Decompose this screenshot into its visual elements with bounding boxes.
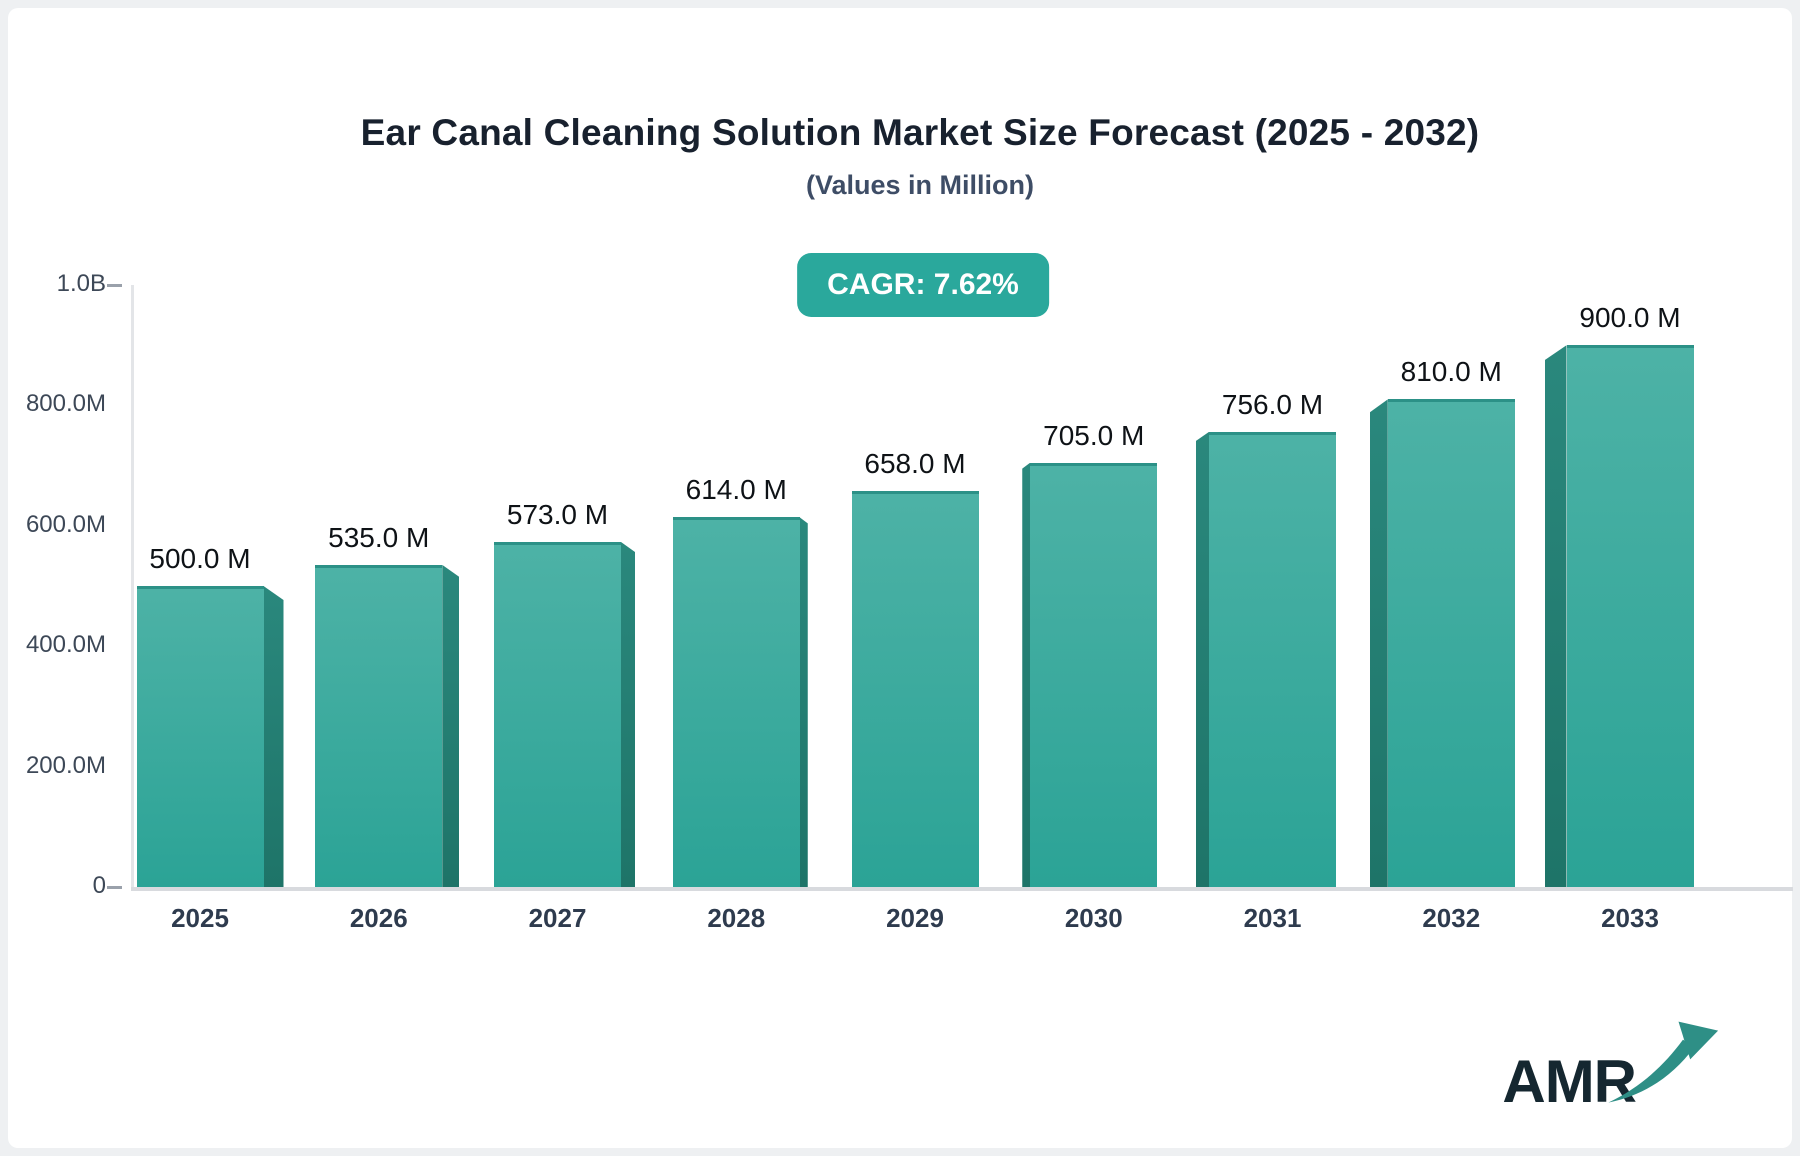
bar-side-panel [1369,399,1388,887]
y-axis-tick-label: 800.0M [25,390,106,418]
bar-value-label: 756.0 M [1221,388,1324,420]
bar-2030 [1030,462,1158,887]
bar-value-label: 614.0 M [685,474,787,506]
bar-value-label: 535.0 M [328,521,430,553]
x-axis-year-label: 2033 [1601,903,1659,933]
x-axis-year-label: 2025 [171,903,229,933]
bar-2025 [136,586,264,887]
bar-value-label: 705.0 M [1043,419,1145,451]
x-axis-year-label: 2029 [886,903,944,933]
bar-value-label: 810.0 M [1400,356,1502,388]
y-axis-tick-label: 0 [92,872,106,899]
bar-value-label: 500.0 M [149,543,251,574]
x-axis-year-label: 2030 [1064,903,1123,933]
growth-arrow-icon [1608,1021,1719,1103]
y-axis-tick-mark [107,284,122,287]
bar-side-panel [442,564,460,887]
x-axis-year-label: 2028 [707,903,766,933]
bar-value-label: 573.0 M [506,499,609,531]
x-axis-baseline [131,887,1793,891]
x-axis-year-label: 2032 [1422,903,1481,933]
chart-title: Ear Canal Cleaning Solution Market Size … [360,112,1480,153]
y-axis-tick-label: 1.0B [56,270,106,297]
bar-2029 [851,490,979,887]
chart-card: Ear Canal Cleaning Solution Market Size … [8,8,1793,1148]
bar-side-panel [1196,431,1209,887]
chart-subtitle: (Values in Million) [805,170,1035,200]
y-axis-tick-label: 600.0M [25,510,106,538]
bar-value-label: 658.0 M [864,447,966,479]
y-axis-tick-label: 200.0M [25,751,106,779]
bar-side-panel [1022,462,1031,887]
bar-2032 [1387,399,1515,887]
x-axis-year-label: 2027 [528,903,587,933]
bar-side-panel [1544,345,1567,887]
bar-2031 [1209,431,1336,887]
bar-2026 [315,564,443,887]
y-axis-tick-mark [107,886,122,889]
amr-logo-text: AMR [1502,1048,1637,1115]
x-axis-year-label: 2026 [349,903,408,933]
bar-side-panel [263,586,284,887]
y-axis-tick-label: 400.0M [25,631,106,659]
bar-2028 [672,517,800,887]
bar-side-panel [799,517,808,887]
bar-2033 [1566,345,1694,887]
bar-2027 [494,542,621,887]
y-axis-line [131,285,134,887]
cagr-badge: CAGR: 7.62% [797,253,1049,317]
amr-logo: AMR [1502,1018,1724,1115]
bar-side-panel [621,542,635,887]
x-axis-year-label: 2031 [1243,903,1302,933]
bar-value-label: 900.0 M [1579,302,1681,334]
